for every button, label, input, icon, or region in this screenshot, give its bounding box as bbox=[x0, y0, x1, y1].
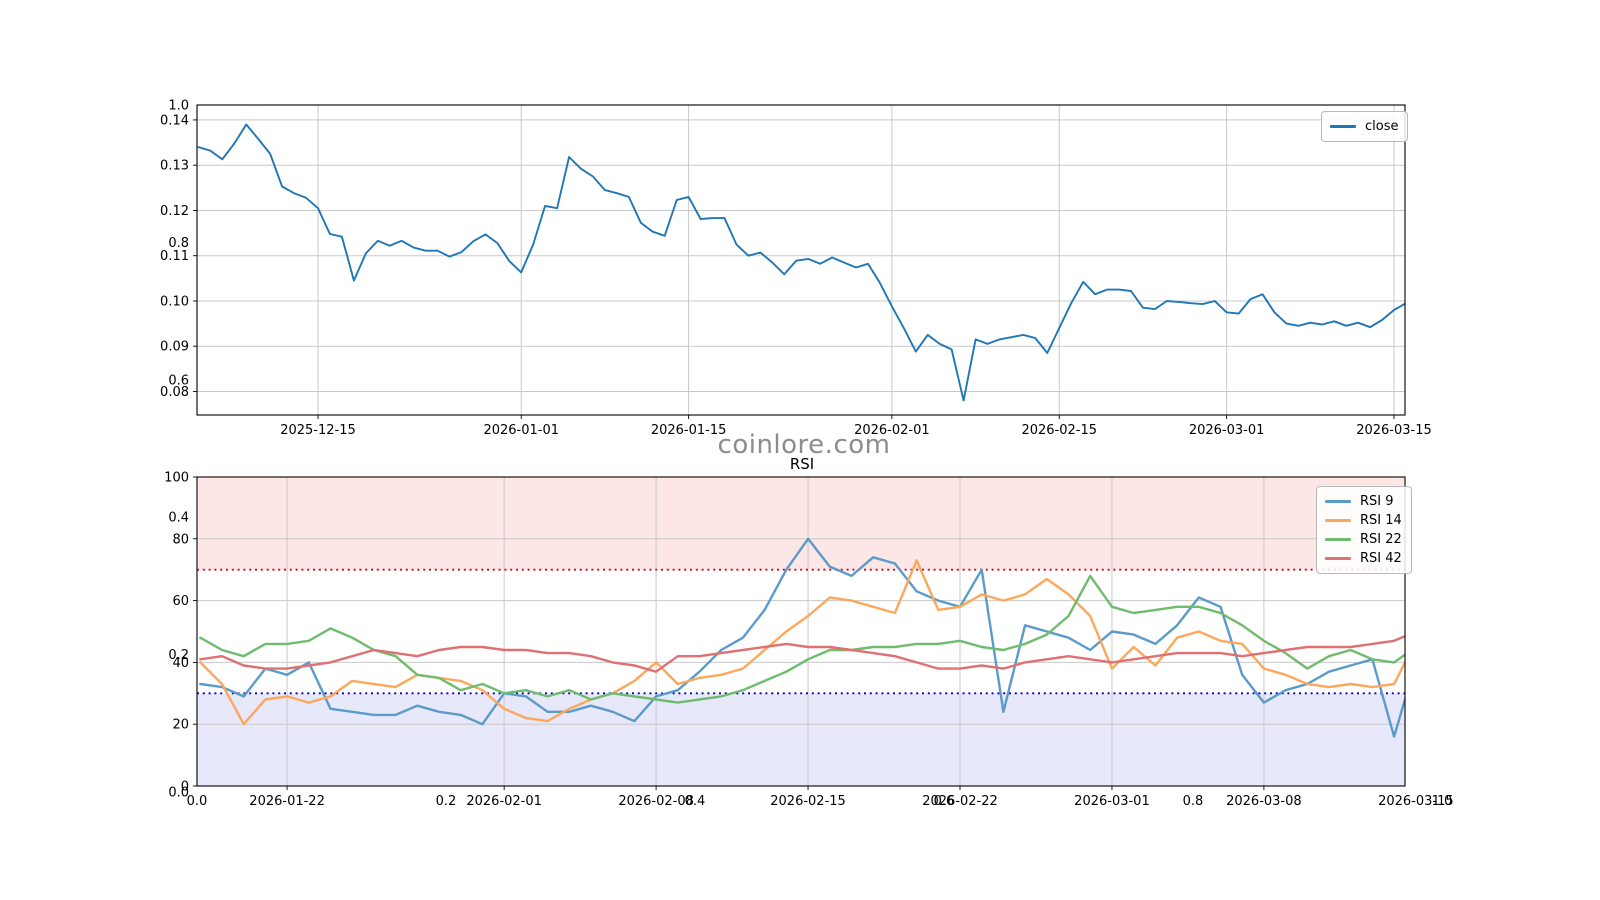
legend-label-rsi42: RSI 42 bbox=[1360, 551, 1402, 566]
watermark: coinlore.com bbox=[717, 430, 891, 460]
y-tick-label: 0.09 bbox=[160, 340, 189, 355]
overlay-x-label: 0.8 bbox=[1183, 794, 1204, 809]
y-tick-label: 0.13 bbox=[160, 159, 189, 174]
rsi-legend: RSI 9 RSI 14 RSI 22 RSI 42 bbox=[1316, 486, 1412, 574]
overbought-band bbox=[197, 477, 1405, 570]
plot-border bbox=[196, 104, 1406, 416]
legend-label-rsi14: RSI 14 bbox=[1360, 513, 1402, 528]
close-line-swatch bbox=[1330, 125, 1356, 128]
x-tick-label: 2025-12-15 bbox=[280, 423, 356, 438]
rsi9-line-swatch bbox=[1325, 500, 1351, 503]
overlay-y-label: 0.0 bbox=[168, 786, 189, 801]
x-tick-label: 2026-01-01 bbox=[483, 423, 559, 438]
price-legend: close bbox=[1321, 111, 1409, 142]
x-tick-label: 2026-01-15 bbox=[651, 423, 727, 438]
rsi-22-line bbox=[199, 574, 1405, 704]
x-tick-label: 2026-02-15 bbox=[1021, 423, 1097, 438]
x-tick-label: 2026-02-08 bbox=[618, 794, 694, 809]
y-tick-label: 0.14 bbox=[160, 113, 189, 128]
y-tick-label: 0.11 bbox=[160, 249, 189, 264]
overlay-x-label: 1.0 bbox=[1432, 794, 1453, 809]
x-tick-label: 2026-02-15 bbox=[770, 794, 846, 809]
y-tick-label: 0.08 bbox=[160, 385, 189, 400]
overlay-x-label: 0.4 bbox=[685, 794, 706, 809]
x-tick-label: 2026-03-15 bbox=[1378, 794, 1454, 809]
y-tick-label: 0.12 bbox=[160, 204, 189, 219]
x-tick-label: 2026-03-01 bbox=[1189, 423, 1265, 438]
y-tick-label: 60 bbox=[172, 594, 189, 609]
legend-item-rsi22: RSI 22 bbox=[1325, 530, 1402, 549]
rsi22-line-swatch bbox=[1325, 538, 1351, 541]
rsi42-line-swatch bbox=[1325, 557, 1351, 560]
x-tick-label: 2026-02-01 bbox=[466, 794, 542, 809]
plot-border bbox=[196, 476, 1406, 787]
overlay-x-label: 0.2 bbox=[436, 794, 457, 809]
overlay-x-label: 0.0 bbox=[187, 794, 208, 809]
y-tick-label: 0 bbox=[181, 780, 189, 795]
rsi14-line-swatch bbox=[1325, 519, 1351, 522]
overlay-y-label: 0.6 bbox=[168, 373, 189, 388]
y-tick-label: 100 bbox=[164, 471, 189, 486]
rsi-chart-title: RSI bbox=[789, 455, 815, 473]
legend-item-rsi9: RSI 9 bbox=[1325, 492, 1402, 511]
x-tick-label: 2026-03-08 bbox=[1226, 794, 1302, 809]
x-tick-label: 2026-02-01 bbox=[854, 423, 930, 438]
y-tick-label: 0.10 bbox=[160, 294, 189, 309]
y-tick-label: 20 bbox=[172, 718, 189, 733]
rsi-14-line bbox=[199, 559, 1405, 726]
overlay-y-label: 1.0 bbox=[168, 99, 189, 114]
rsi-9-line bbox=[199, 537, 1405, 738]
legend-label-rsi22: RSI 22 bbox=[1360, 532, 1402, 547]
overlay-y-label: 0.8 bbox=[168, 236, 189, 251]
oversold-band bbox=[197, 693, 1405, 786]
y-tick-label: 80 bbox=[172, 532, 189, 547]
overlay-x-label: 0.6 bbox=[934, 794, 955, 809]
rsi-42-line bbox=[199, 634, 1405, 673]
legend-item-rsi14: RSI 14 bbox=[1325, 511, 1402, 530]
overlay-y-label: 0.4 bbox=[168, 511, 189, 526]
legend-label-rsi9: RSI 9 bbox=[1360, 494, 1394, 509]
overlay-y-label: 0.2 bbox=[168, 648, 189, 663]
legend-item-close: close bbox=[1330, 117, 1398, 136]
x-tick-label: 2026-02-22 bbox=[922, 794, 998, 809]
x-tick-label: 2026-03-15 bbox=[1356, 423, 1432, 438]
legend-label-close: close bbox=[1365, 119, 1399, 134]
x-tick-label: 2026-03-01 bbox=[1074, 794, 1150, 809]
x-tick-label: 2026-01-22 bbox=[249, 794, 325, 809]
legend-item-rsi42: RSI 42 bbox=[1325, 549, 1402, 568]
y-tick-label: 40 bbox=[172, 656, 189, 671]
close-line bbox=[197, 123, 1405, 402]
